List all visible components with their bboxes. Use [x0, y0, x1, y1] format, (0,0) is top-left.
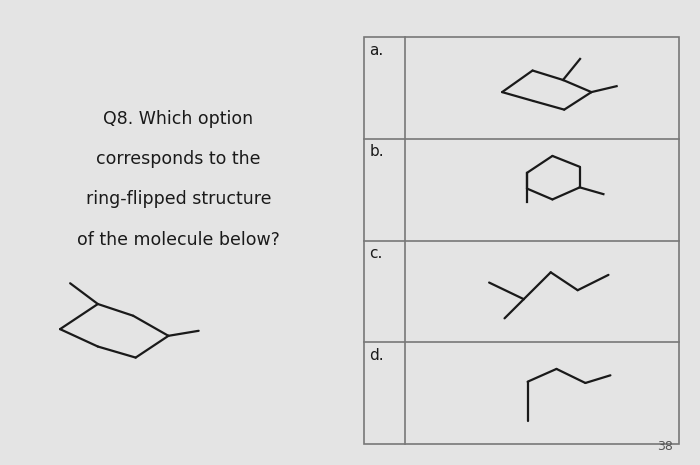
Text: Q8. Which option: Q8. Which option — [104, 110, 253, 127]
Bar — [364, 37, 679, 444]
Text: corresponds to the: corresponds to the — [97, 150, 260, 168]
Text: b.: b. — [370, 145, 384, 159]
Text: a.: a. — [370, 43, 384, 58]
Text: c.: c. — [370, 246, 383, 261]
Text: of the molecule below?: of the molecule below? — [77, 231, 280, 249]
Text: 38: 38 — [657, 440, 673, 453]
Text: ring-flipped structure: ring-flipped structure — [85, 191, 272, 208]
Text: d.: d. — [370, 348, 384, 363]
